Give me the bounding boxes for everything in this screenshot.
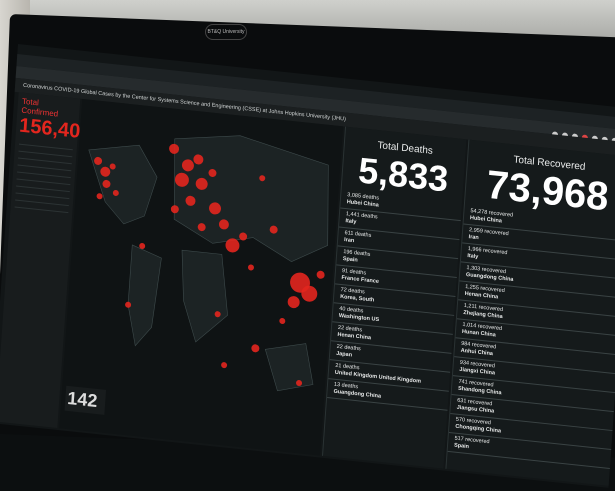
case-dot[interactable] (100, 166, 111, 177)
case-dot[interactable] (169, 143, 180, 154)
case-dot[interactable] (239, 232, 248, 241)
case-dot[interactable] (125, 301, 132, 308)
case-dot[interactable] (193, 154, 204, 165)
case-dot[interactable] (218, 219, 230, 230)
confirmed-value: 156,400 (18, 114, 93, 145)
recovered-list[interactable]: 54,278 recovered Hubei China 2,959 recover… (447, 205, 615, 469)
case-dot[interactable] (301, 285, 318, 303)
case-dot[interactable] (225, 238, 240, 253)
case-dot[interactable] (208, 168, 217, 178)
case-dot[interactable] (259, 175, 266, 182)
case-dot[interactable] (96, 193, 103, 200)
case-dot[interactable] (221, 362, 228, 369)
deaths-list[interactable]: 3,085 deaths Hubei China 1,441 deaths Italy… (327, 189, 463, 411)
case-dot[interactable] (102, 179, 111, 189)
monitor-logo: BT&Q University (205, 24, 247, 40)
case-dot[interactable] (195, 177, 208, 190)
case-dot[interactable] (197, 223, 206, 232)
case-dot[interactable] (174, 172, 189, 187)
country-count: 142 (64, 385, 107, 415)
item-place: Guangdong China (333, 388, 382, 400)
case-dot[interactable] (209, 202, 222, 215)
recovered-panel: Total Recovered 73,968 54,278 recovered H… (445, 139, 615, 486)
case-dot[interactable] (247, 264, 254, 271)
case-dot[interactable] (139, 242, 146, 250)
case-dot[interactable] (181, 159, 195, 172)
case-dot[interactable] (279, 317, 286, 325)
land-outline (88, 135, 329, 392)
case-dot[interactable] (287, 295, 300, 309)
case-dot[interactable] (296, 380, 303, 387)
case-dot[interactable] (269, 225, 278, 234)
case-dot[interactable] (185, 195, 196, 206)
case-dot[interactable] (170, 205, 180, 214)
case-dot[interactable] (251, 344, 260, 353)
deaths-panel: Total Deaths 5,833 3,085 deaths Hubei Chi… (322, 126, 467, 469)
case-dot[interactable] (316, 270, 325, 279)
case-dot[interactable] (94, 156, 103, 166)
map-svg[interactable] (59, 99, 343, 456)
case-dot[interactable] (214, 311, 221, 318)
dashboard-screen: Coronavirus COVID-19 Global Cases by the… (0, 44, 615, 488)
case-dot[interactable] (112, 189, 119, 197)
world-map[interactable]: 142 (59, 98, 344, 456)
case-dot[interactable] (109, 163, 116, 170)
item-place: Spain (453, 442, 470, 451)
